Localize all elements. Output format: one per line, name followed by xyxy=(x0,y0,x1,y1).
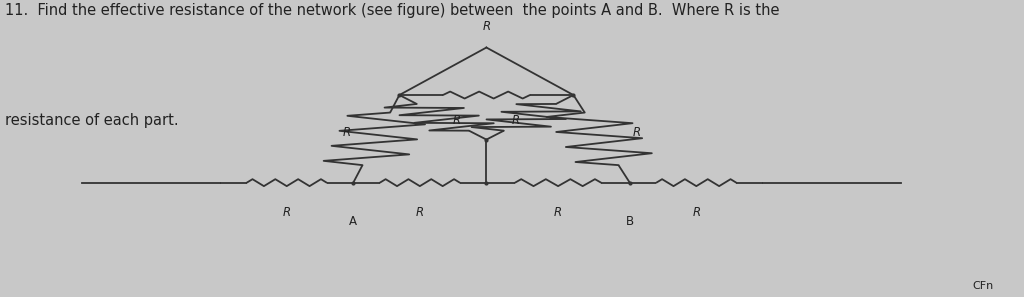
Text: R: R xyxy=(633,127,640,139)
Text: R: R xyxy=(512,114,520,127)
Text: R: R xyxy=(554,206,562,219)
Text: B: B xyxy=(626,215,634,228)
Text: R: R xyxy=(692,206,700,219)
Text: R: R xyxy=(416,206,424,219)
Text: CFn: CFn xyxy=(972,281,993,291)
Text: R: R xyxy=(453,114,461,127)
Text: A: A xyxy=(349,215,357,228)
Text: R: R xyxy=(283,206,291,219)
Text: resistance of each part.: resistance of each part. xyxy=(5,113,179,128)
Text: R: R xyxy=(343,127,350,139)
Text: 11.  Find the effective resistance of the network (see figure) between  the poin: 11. Find the effective resistance of the… xyxy=(5,3,779,18)
Text: R: R xyxy=(482,20,490,33)
